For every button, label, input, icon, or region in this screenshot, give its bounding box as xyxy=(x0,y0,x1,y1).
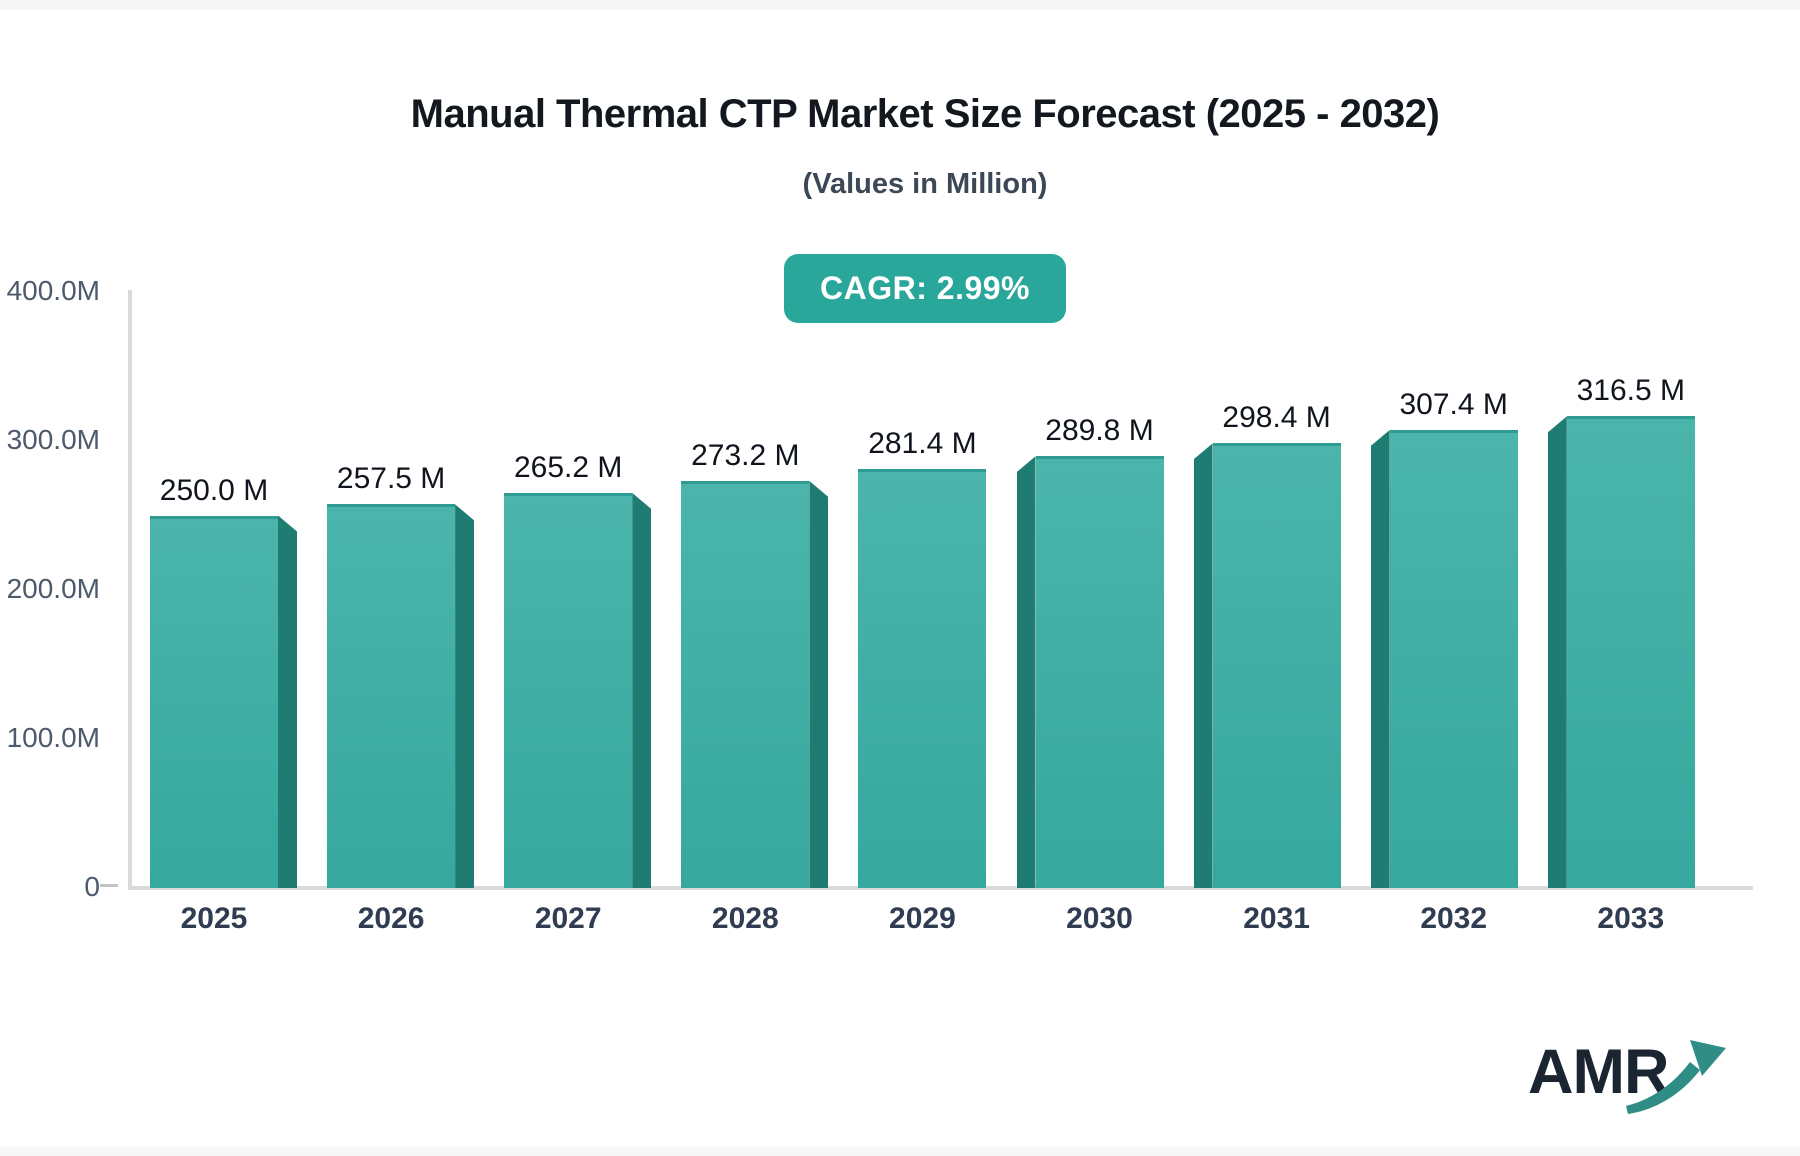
y-axis-label-100: 100.0M xyxy=(6,722,100,753)
y-axis-label-200: 200.0M xyxy=(6,573,100,604)
chart-subtitle: (Values in Million) xyxy=(802,168,1048,200)
amr-logo-arrow-icon xyxy=(1626,1040,1726,1114)
bar-value-label-2025: 250.0 M xyxy=(159,473,269,507)
bar-value-label-2033: 316.5 M xyxy=(1576,374,1685,408)
bar-value-label-2027: 265.2 M xyxy=(513,450,623,484)
y-axis-label-300: 300.0M xyxy=(6,424,100,455)
bar-2032 xyxy=(1389,429,1518,888)
x-axis-label-2031: 2031 xyxy=(1243,902,1310,935)
bar-2025 xyxy=(150,515,278,888)
x-axis-label-2030: 2030 xyxy=(1066,902,1133,935)
bar-2028-side xyxy=(809,480,829,888)
y-axis-label-0: 0 xyxy=(84,871,100,902)
zero-tick-mark xyxy=(100,884,118,887)
bar-2026-side xyxy=(455,504,475,888)
bar-2025-side xyxy=(278,515,297,888)
x-axis-label-2032: 2032 xyxy=(1420,902,1488,935)
bar-2032-side xyxy=(1370,429,1390,888)
bar-value-label-2031: 298.4 M xyxy=(1222,401,1331,435)
y-axis-line xyxy=(128,290,132,890)
bar-value-label-2028: 273.2 M xyxy=(691,438,800,472)
bar-value-label-2026: 257.5 M xyxy=(336,462,446,496)
bar-2033 xyxy=(1566,416,1695,888)
bar-2030-side xyxy=(1016,456,1036,888)
bar-2027-side xyxy=(632,492,652,888)
x-axis-label-2027: 2027 xyxy=(534,902,602,935)
amr-logo: AMR xyxy=(1528,1036,1758,1126)
x-axis-label-2025: 2025 xyxy=(180,902,248,935)
x-axis-line xyxy=(128,886,1753,890)
y-axis-label-400: 400.0M xyxy=(6,275,100,306)
x-axis-label-2033: 2033 xyxy=(1597,902,1665,935)
bar-2028 xyxy=(681,480,810,888)
bar-2033-side xyxy=(1547,416,1567,888)
bar-value-label-2029: 281.4 M xyxy=(868,426,977,460)
cagr-badge: CAGR: 2.99% xyxy=(784,254,1066,323)
bar-value-label-2030: 289.8 M xyxy=(1045,414,1154,448)
bar-2029 xyxy=(858,468,987,888)
x-axis-label-2029: 2029 xyxy=(889,902,956,935)
chart-title: Manual Thermal CTP Market Size Forecast … xyxy=(410,92,1440,136)
bar-2027 xyxy=(504,492,633,888)
bar-2030 xyxy=(1035,456,1164,888)
bar-2026 xyxy=(327,504,456,888)
x-axis-label-2026: 2026 xyxy=(357,902,425,935)
amr-logo-text: AMR xyxy=(1528,1037,1669,1107)
x-axis-label-2028: 2028 xyxy=(711,902,779,935)
bar-value-label-2032: 307.4 M xyxy=(1399,387,1508,421)
bar-2031-side xyxy=(1193,443,1213,888)
bar-2031 xyxy=(1212,443,1341,888)
